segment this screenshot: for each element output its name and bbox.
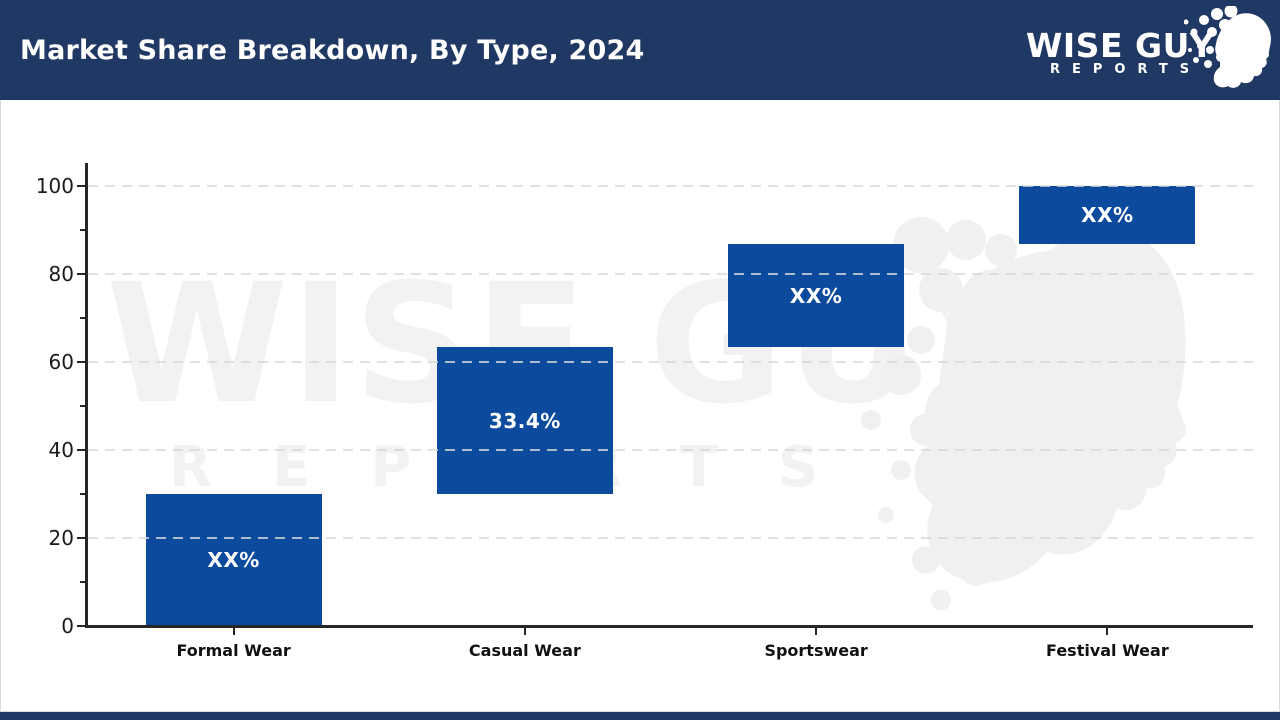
gridline-60 bbox=[88, 361, 1253, 363]
x-axis-spine bbox=[85, 625, 1253, 628]
logo-wordmark: WISE GUY bbox=[1026, 26, 1215, 65]
bar-sportswear: XX% bbox=[728, 244, 905, 348]
x-tick-1 bbox=[232, 628, 235, 635]
y-minor-tick-70 bbox=[80, 317, 85, 319]
gridline-80 bbox=[88, 273, 1253, 275]
y-minor-tick-90 bbox=[80, 229, 85, 231]
y-tick-label-100: 100 bbox=[35, 174, 74, 198]
y-tick-label-60: 60 bbox=[48, 350, 74, 374]
y-tick-label-0: 0 bbox=[61, 614, 74, 638]
gridline-100 bbox=[88, 185, 1253, 187]
x-category-label-2: Casual Wear bbox=[468, 641, 581, 660]
y-tick-100 bbox=[77, 185, 85, 187]
y-tick-20 bbox=[77, 537, 85, 539]
bar-formal-wear: XX% bbox=[145, 494, 322, 626]
y-tick-label-20: 20 bbox=[48, 526, 74, 550]
y-tick-0 bbox=[77, 625, 85, 627]
x-tick-2 bbox=[523, 628, 526, 635]
y-axis-spine bbox=[85, 163, 88, 628]
x-tick-4 bbox=[1106, 628, 1109, 635]
y-minor-tick-50 bbox=[80, 405, 85, 407]
y-minor-tick-10 bbox=[80, 581, 85, 583]
gridline-20 bbox=[88, 537, 1253, 539]
y-tick-40 bbox=[77, 449, 85, 451]
bar-festival-wear: XX% bbox=[1019, 186, 1196, 245]
gridline-40 bbox=[88, 449, 1253, 451]
bar-value-label: XX% bbox=[1081, 203, 1134, 228]
x-category-label-1: Formal Wear bbox=[176, 641, 291, 660]
logo-head-icon bbox=[1184, 6, 1271, 88]
footer-band bbox=[0, 712, 1280, 720]
y-tick-60 bbox=[77, 361, 85, 363]
brand-logo: WISE GUY REPORTS bbox=[1026, 0, 1276, 100]
y-minor-tick-30 bbox=[80, 493, 85, 495]
logo-subtext: REPORTS bbox=[1050, 62, 1202, 77]
bar-casual-wear: 33.4% bbox=[436, 347, 613, 494]
bar-value-label: XX% bbox=[207, 548, 260, 572]
x-tick-3 bbox=[815, 628, 818, 635]
y-tick-label-80: 80 bbox=[48, 262, 74, 286]
header-band: Market Share Breakdown, By Type, 2024 WI… bbox=[0, 0, 1280, 100]
bar-value-label: XX% bbox=[789, 283, 843, 308]
y-tick-label-40: 40 bbox=[48, 438, 74, 462]
x-category-label-3: Sportswear bbox=[764, 641, 868, 660]
x-category-label-4: Festival Wear bbox=[1046, 641, 1169, 660]
y-tick-80 bbox=[77, 273, 85, 275]
page-title: Market Share Breakdown, By Type, 2024 bbox=[20, 34, 645, 66]
bar-value-label: 33.4% bbox=[488, 408, 561, 433]
